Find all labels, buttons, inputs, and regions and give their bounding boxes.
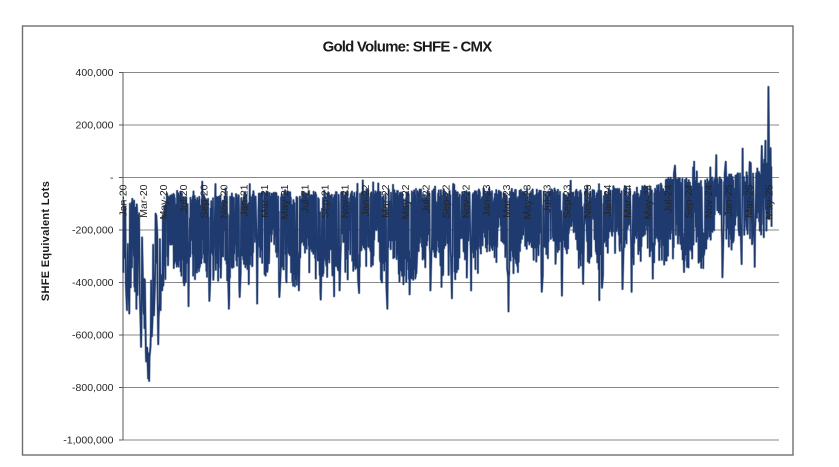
svg-text:400,000: 400,000 [76,67,114,79]
svg-text:Jan-24: Jan-24 [602,184,614,216]
svg-text:Jan-25: Jan-25 [723,184,735,216]
svg-text:Jul-20: Jul-20 [178,184,190,213]
svg-text:Gold Volume: SHFE - CMX: Gold Volume: SHFE - CMX [323,39,493,56]
svg-text:Sep-20: Sep-20 [198,184,210,218]
svg-text:SHFE Equivalent Lots: SHFE Equivalent Lots [40,181,52,301]
svg-text:Nov-24: Nov-24 [703,184,715,218]
svg-text:-400,000: -400,000 [72,277,114,289]
svg-text:Nov-21: Nov-21 [340,184,352,218]
svg-text:Jan-22: Jan-22 [360,184,372,216]
svg-text:Sep-21: Sep-21 [319,184,331,218]
svg-text:-800,000: -800,000 [72,382,114,394]
svg-text:-1,000,000: -1,000,000 [63,435,113,447]
svg-text:Sep-24: Sep-24 [683,184,695,218]
svg-text:-: - [110,172,114,184]
svg-text:Mar-23: Mar-23 [501,184,513,217]
svg-text:200,000: 200,000 [76,120,114,132]
svg-text:May-22: May-22 [400,184,412,219]
svg-text:Mar-21: Mar-21 [259,184,271,217]
svg-text:May-20: May-20 [158,184,170,219]
svg-text:Sep-22: Sep-22 [441,184,453,218]
svg-text:May-25: May-25 [764,184,776,219]
svg-text:Mar-24: Mar-24 [622,184,634,217]
svg-text:May-21: May-21 [279,184,291,219]
svg-text:Nov-22: Nov-22 [461,184,473,218]
svg-text:Sep-23: Sep-23 [562,184,574,218]
svg-text:Jul-22: Jul-22 [420,184,432,213]
svg-text:May-23: May-23 [521,184,533,219]
svg-text:-200,000: -200,000 [72,225,114,237]
svg-text:Nov-23: Nov-23 [582,184,594,218]
svg-text:Mar-20: Mar-20 [138,184,150,217]
svg-text:Jul-24: Jul-24 [663,184,675,213]
svg-text:Mar-22: Mar-22 [380,184,392,217]
svg-text:May-24: May-24 [642,184,654,219]
svg-text:Jan-21: Jan-21 [239,184,251,216]
svg-text:Jul-23: Jul-23 [541,184,553,213]
svg-text:Jul-21: Jul-21 [299,184,311,213]
svg-text:-600,000: -600,000 [72,330,114,342]
svg-text:Jan-20: Jan-20 [118,184,130,216]
svg-text:Jan-23: Jan-23 [481,184,493,216]
svg-text:Mar-25: Mar-25 [743,184,755,217]
svg-text:Nov-20: Nov-20 [219,184,231,218]
